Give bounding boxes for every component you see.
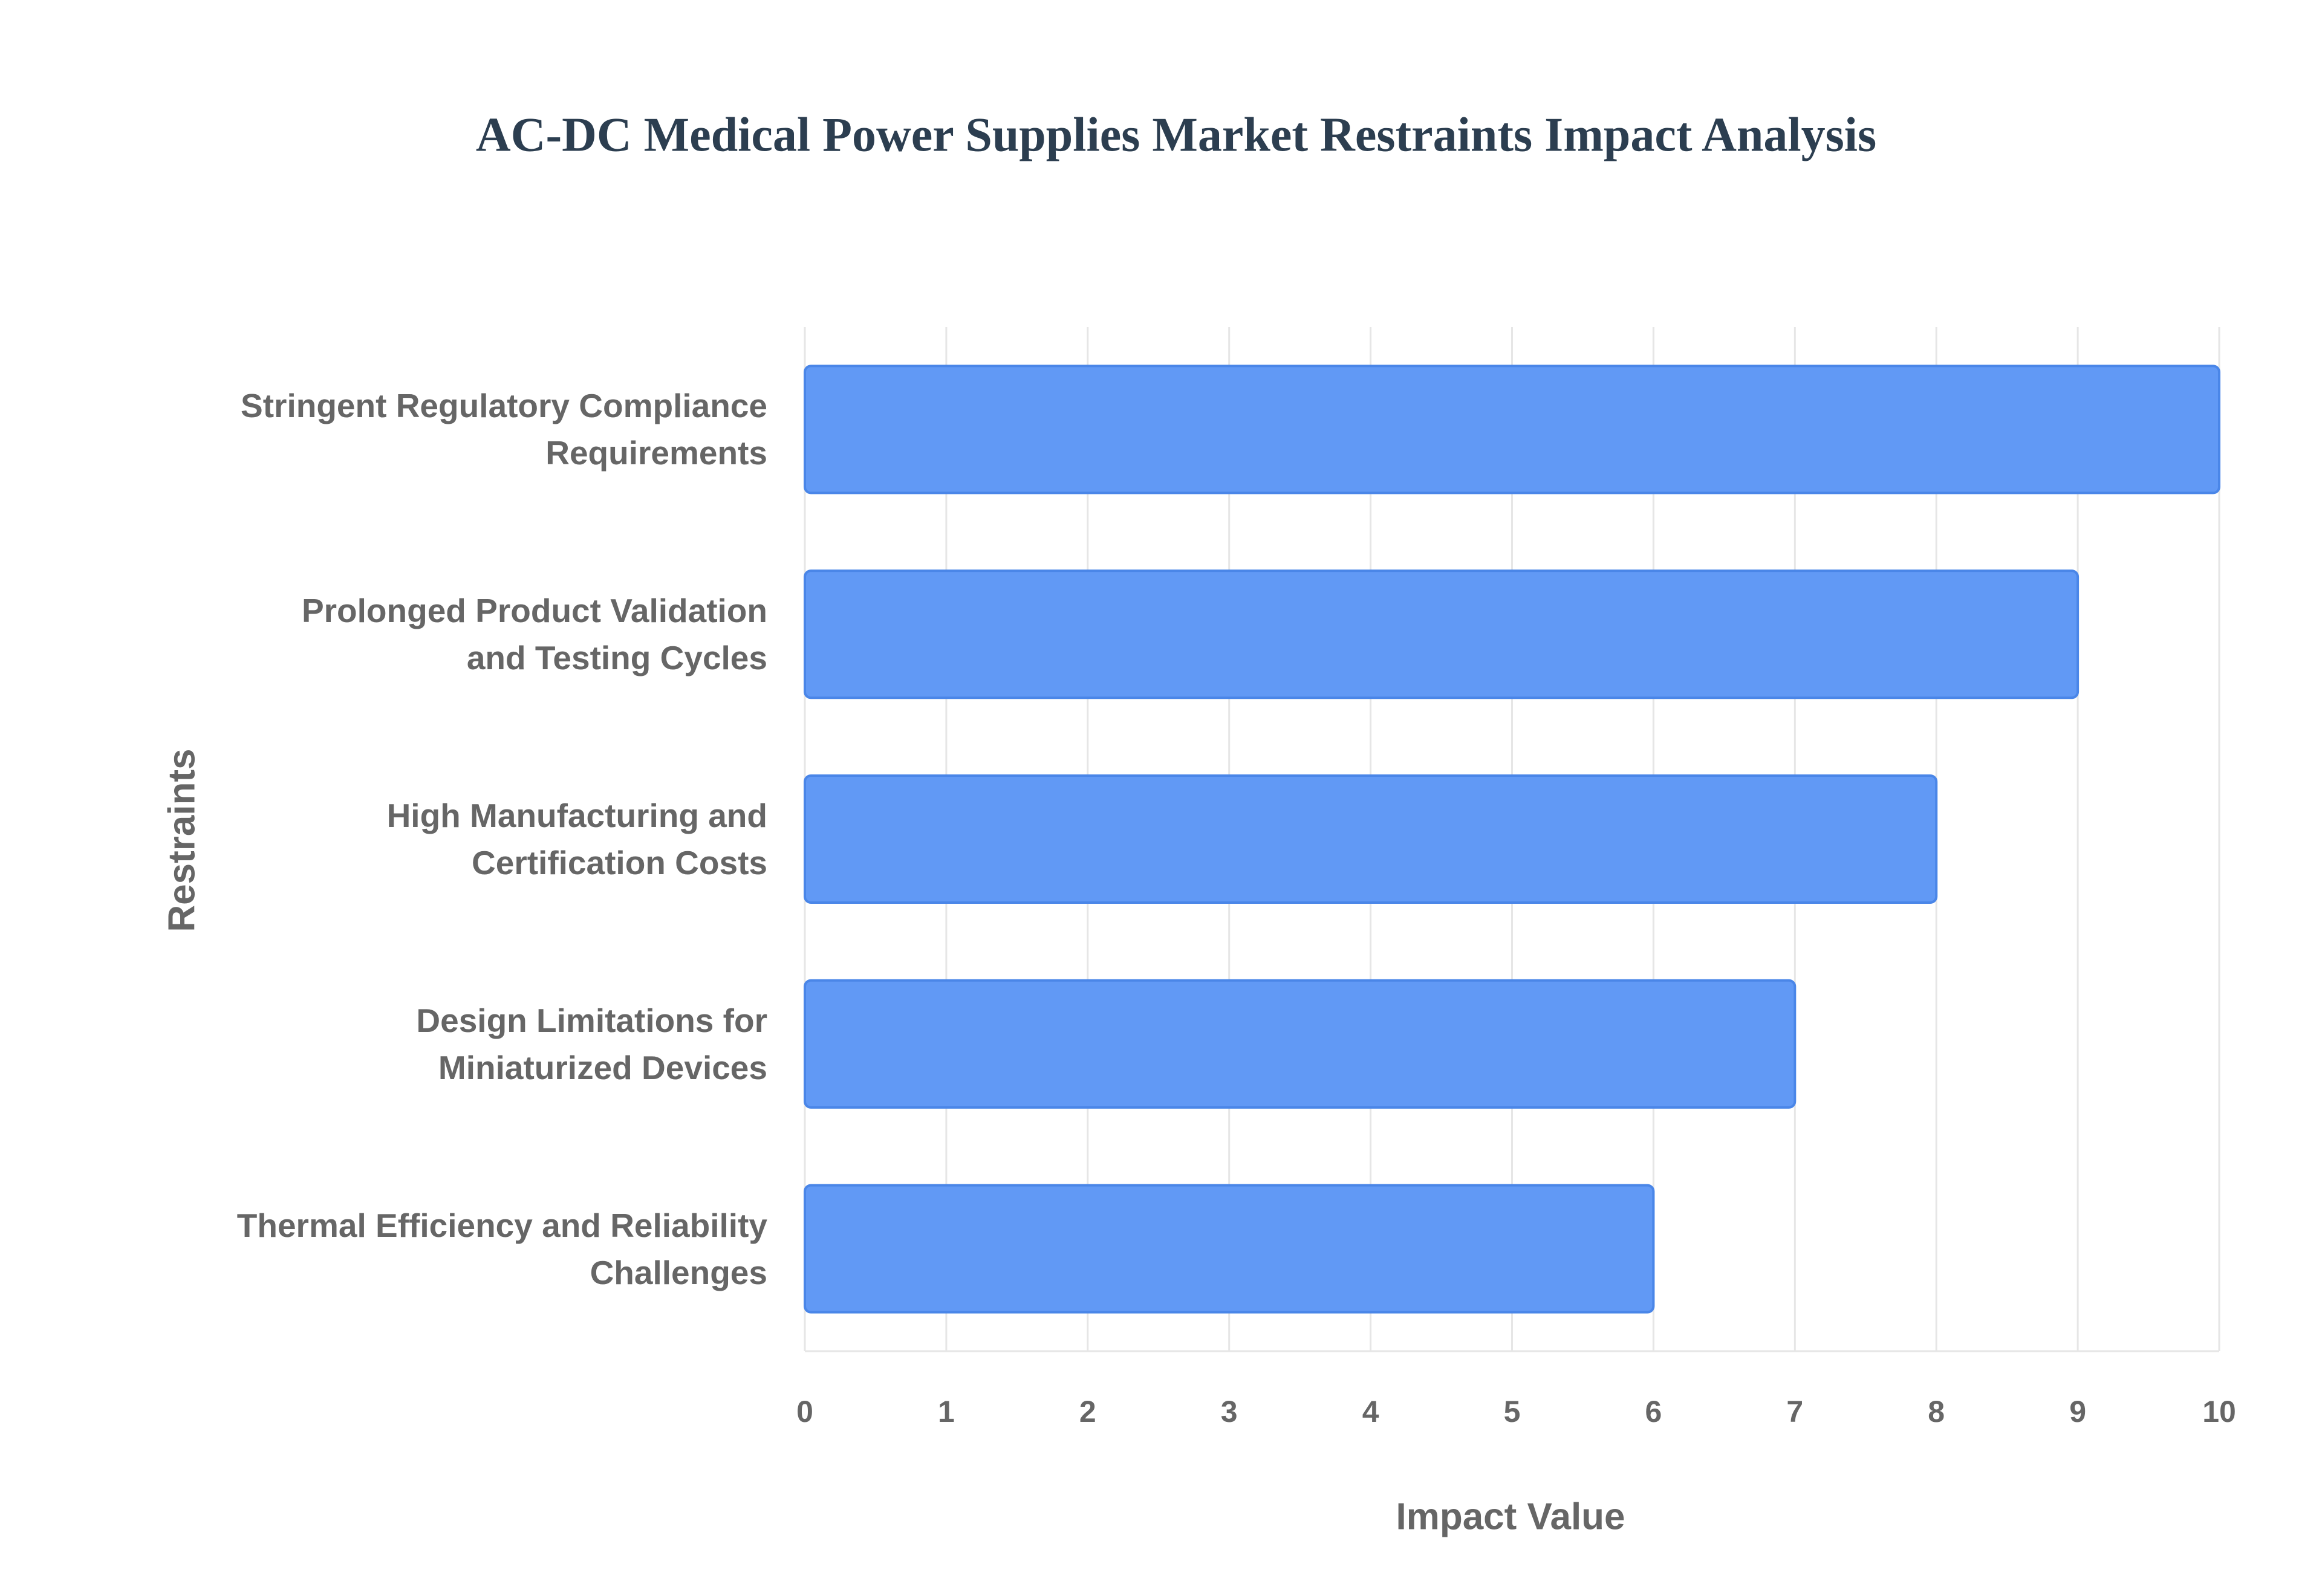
x-tick-label: 1: [938, 1395, 955, 1429]
y-tick-label: Prolonged Product Validation and Testing…: [301, 592, 767, 677]
x-axis-title: Impact Value: [1396, 1496, 1625, 1537]
bar: [804, 979, 1797, 1109]
y-tick-label: Thermal Efficiency and Reliability Chall…: [236, 1206, 767, 1291]
x-tick-label: 2: [1079, 1395, 1096, 1429]
y-tick-label: Design Limitations for Miniaturized Devi…: [416, 1001, 767, 1086]
x-tick-label: 9: [2069, 1395, 2086, 1429]
bar: [804, 365, 2220, 495]
bar: [804, 569, 2080, 699]
chart-title: AC-DC Medical Power Supplies Market Rest…: [476, 108, 1876, 161]
bar: [804, 1184, 1655, 1314]
x-tick-label: 4: [1362, 1395, 1379, 1429]
x-tick-label: 5: [1504, 1395, 1521, 1429]
y-axis-title: Restraints: [161, 748, 203, 932]
y-tick-label: High Manufacturing and Certification Cos…: [386, 797, 767, 881]
x-tick-label: 8: [1928, 1395, 1945, 1429]
bar: [804, 774, 1938, 904]
x-tick-label: 6: [1645, 1395, 1662, 1429]
y-tick-label: Stringent Regulatory Compliance Requirem…: [241, 387, 767, 472]
x-tick-label: 10: [2202, 1395, 2236, 1429]
x-tick-label: 7: [1786, 1395, 1803, 1429]
x-tick-label: 0: [796, 1395, 813, 1429]
x-tick-label: 3: [1221, 1395, 1238, 1429]
